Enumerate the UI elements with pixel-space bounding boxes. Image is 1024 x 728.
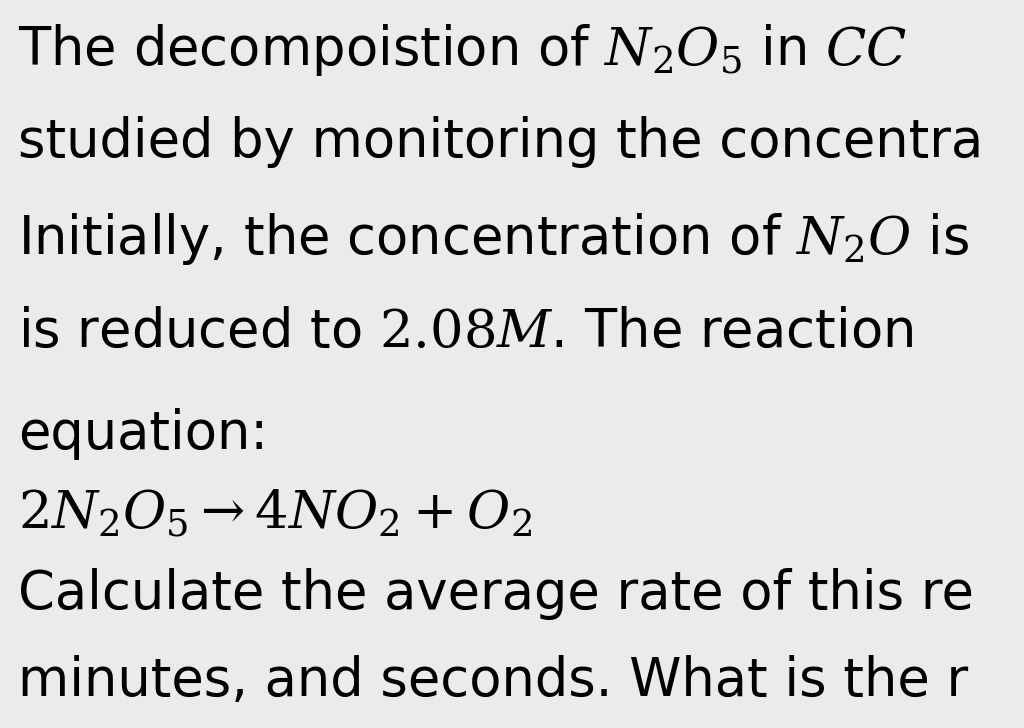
Text: Initially, the concentration of $N_2O$ is: Initially, the concentration of $N_2O$ i… [18,211,970,267]
Text: is reduced to $2.08M$. The reaction: is reduced to $2.08M$. The reaction [18,306,913,357]
Text: Calculate the average rate of this re: Calculate the average rate of this re [18,568,974,620]
Text: studied by monitoring the concentra: studied by monitoring the concentra [18,116,984,168]
Text: The decompoistion of $N_2O_5$ in $CC$: The decompoistion of $N_2O_5$ in $CC$ [18,22,908,78]
Text: $2N_2O_5 \rightarrow 4NO_2 + O_2$: $2N_2O_5 \rightarrow 4NO_2 + O_2$ [18,488,532,539]
Text: equation:: equation: [18,408,268,459]
Text: minutes, and seconds. What is the r: minutes, and seconds. What is the r [18,655,969,707]
